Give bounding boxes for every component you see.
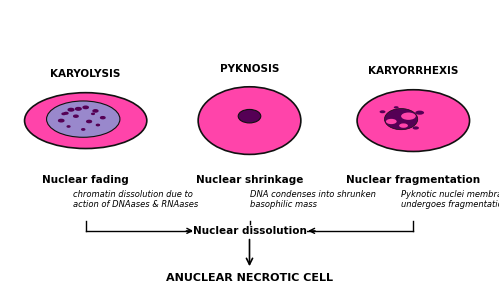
- Ellipse shape: [24, 93, 147, 148]
- Text: Nuclear dissolution: Nuclear dissolution: [193, 226, 306, 236]
- Ellipse shape: [93, 110, 98, 112]
- Ellipse shape: [401, 112, 416, 120]
- Ellipse shape: [413, 126, 419, 130]
- Ellipse shape: [64, 112, 68, 114]
- Ellipse shape: [92, 113, 94, 114]
- Ellipse shape: [96, 124, 99, 126]
- Ellipse shape: [87, 120, 91, 123]
- Ellipse shape: [198, 87, 301, 154]
- Ellipse shape: [399, 123, 408, 128]
- Ellipse shape: [68, 108, 74, 111]
- Ellipse shape: [394, 106, 399, 109]
- Ellipse shape: [67, 126, 70, 127]
- Ellipse shape: [386, 119, 397, 124]
- Text: Nuclear fading: Nuclear fading: [42, 175, 129, 185]
- Text: KARYOLYSIS: KARYOLYSIS: [50, 69, 121, 80]
- Ellipse shape: [83, 106, 88, 109]
- Ellipse shape: [62, 113, 65, 115]
- Ellipse shape: [75, 108, 81, 110]
- Text: Pyknotic nuclei membrane ruptures & nucleus
undergoes fragmentation: Pyknotic nuclei membrane ruptures & nucl…: [401, 190, 499, 209]
- Ellipse shape: [415, 111, 424, 115]
- Ellipse shape: [384, 109, 418, 130]
- Ellipse shape: [357, 90, 470, 152]
- Ellipse shape: [101, 117, 105, 119]
- Text: chromatin dissolution due to
action of DNAases & RNAases: chromatin dissolution due to action of D…: [73, 190, 199, 209]
- Text: DNA condenses into shrunken
basophilic mass: DNA condenses into shrunken basophilic m…: [250, 190, 375, 209]
- Ellipse shape: [380, 110, 385, 113]
- Text: Nuclear fragmentation: Nuclear fragmentation: [346, 175, 481, 185]
- Text: KARYORRHEXIS: KARYORRHEXIS: [368, 67, 459, 76]
- Ellipse shape: [58, 119, 64, 122]
- Ellipse shape: [82, 129, 85, 130]
- Ellipse shape: [74, 115, 78, 117]
- Ellipse shape: [46, 101, 120, 137]
- Ellipse shape: [238, 110, 261, 123]
- Text: ANUCLEAR NECROTIC CELL: ANUCLEAR NECROTIC CELL: [166, 273, 333, 283]
- Text: PYKNOSIS: PYKNOSIS: [220, 64, 279, 74]
- Text: Nuclear shrinkage: Nuclear shrinkage: [196, 175, 303, 185]
